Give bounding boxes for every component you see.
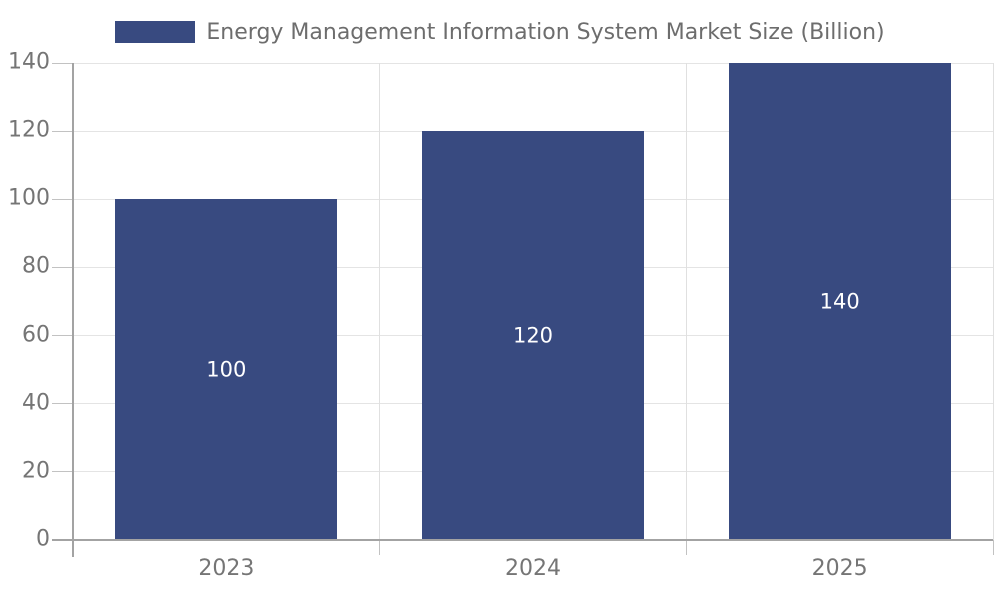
x-tick-mark <box>685 540 687 555</box>
x-tick-mark <box>379 540 381 555</box>
y-tick-mark <box>52 335 74 337</box>
category-divider <box>379 63 381 540</box>
y-tick-label: 40 <box>22 390 50 416</box>
y-axis-line <box>72 63 74 557</box>
y-tick-mark <box>52 471 74 473</box>
y-tick-label: 80 <box>22 253 50 279</box>
chart-legend: Energy Management Information System Mar… <box>0 14 1000 50</box>
x-tick-mark <box>992 540 994 555</box>
y-tick-label: 140 <box>8 49 50 75</box>
y-tick-mark <box>52 198 74 200</box>
legend-swatch <box>115 21 196 43</box>
y-tick-label: 120 <box>8 117 50 143</box>
x-tick-label: 2024 <box>505 556 561 581</box>
bar-2025 <box>728 63 951 540</box>
y-tick-mark <box>52 130 74 132</box>
category-divider <box>992 63 994 540</box>
y-tick-mark <box>52 62 74 64</box>
y-tick-label: 60 <box>22 322 50 348</box>
category-divider <box>685 63 687 540</box>
legend-title: Energy Management Information System Mar… <box>206 19 885 45</box>
bar-2023 <box>115 199 338 540</box>
y-tick-mark <box>52 403 74 405</box>
x-tick-label: 2025 <box>811 556 868 581</box>
bar-value-label: 120 <box>512 323 554 348</box>
bar-value-label: 100 <box>206 357 247 382</box>
bar-2024 <box>422 131 644 540</box>
y-tick-label: 0 <box>36 526 50 552</box>
y-tick-label: 20 <box>22 458 50 484</box>
y-tick-label: 100 <box>8 185 50 211</box>
y-tick-mark <box>52 266 74 268</box>
bar-value-label: 140 <box>819 289 860 313</box>
x-axis-line <box>52 539 993 541</box>
gridline-y-140 <box>73 62 993 64</box>
x-tick-label: 2023 <box>198 556 255 581</box>
